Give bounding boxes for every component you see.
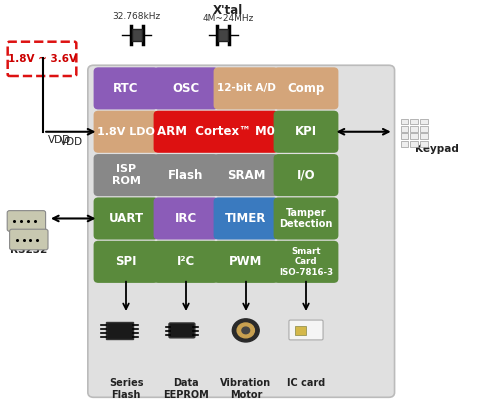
Text: SPI: SPI xyxy=(115,255,137,268)
FancyBboxPatch shape xyxy=(94,111,158,153)
FancyBboxPatch shape xyxy=(214,67,278,109)
Text: VDD: VDD xyxy=(48,135,71,145)
FancyBboxPatch shape xyxy=(218,29,228,41)
Text: 1.8V ~ 3.6V: 1.8V ~ 3.6V xyxy=(8,54,76,64)
FancyBboxPatch shape xyxy=(94,67,158,109)
FancyBboxPatch shape xyxy=(132,29,142,41)
FancyBboxPatch shape xyxy=(289,320,323,340)
FancyBboxPatch shape xyxy=(410,126,418,132)
FancyBboxPatch shape xyxy=(7,211,46,231)
Text: IC card: IC card xyxy=(287,378,325,388)
FancyBboxPatch shape xyxy=(106,322,133,339)
FancyBboxPatch shape xyxy=(94,197,158,240)
Text: Tamper
Detection: Tamper Detection xyxy=(279,208,333,229)
FancyBboxPatch shape xyxy=(420,119,428,124)
Text: IRC: IRC xyxy=(175,212,197,225)
FancyBboxPatch shape xyxy=(410,141,418,147)
FancyBboxPatch shape xyxy=(214,197,278,240)
FancyBboxPatch shape xyxy=(410,119,418,124)
FancyBboxPatch shape xyxy=(401,119,408,124)
FancyBboxPatch shape xyxy=(154,241,218,283)
FancyBboxPatch shape xyxy=(94,154,158,196)
FancyBboxPatch shape xyxy=(169,323,195,338)
Text: PWM: PWM xyxy=(229,255,263,268)
FancyBboxPatch shape xyxy=(420,141,428,147)
Text: X'tal: X'tal xyxy=(213,4,243,17)
FancyBboxPatch shape xyxy=(401,133,408,139)
FancyBboxPatch shape xyxy=(154,154,218,196)
FancyBboxPatch shape xyxy=(94,241,158,283)
FancyBboxPatch shape xyxy=(214,154,278,196)
FancyBboxPatch shape xyxy=(88,65,395,397)
Text: 32.768kHz: 32.768kHz xyxy=(113,12,161,21)
FancyBboxPatch shape xyxy=(274,197,338,240)
FancyBboxPatch shape xyxy=(214,241,278,283)
FancyBboxPatch shape xyxy=(154,67,218,109)
Text: OSC: OSC xyxy=(172,82,200,95)
FancyBboxPatch shape xyxy=(274,111,338,153)
Text: I/O: I/O xyxy=(297,169,315,182)
Text: RS232: RS232 xyxy=(10,245,48,255)
FancyBboxPatch shape xyxy=(420,133,428,139)
Circle shape xyxy=(232,319,259,342)
FancyBboxPatch shape xyxy=(274,241,338,283)
FancyBboxPatch shape xyxy=(401,126,408,132)
Text: 1.8V LDO: 1.8V LDO xyxy=(97,127,155,137)
Text: ISP
ROM: ISP ROM xyxy=(111,164,141,186)
Text: Smart
Card
ISO-7816-3: Smart Card ISO-7816-3 xyxy=(279,247,333,277)
Text: Flash: Flash xyxy=(168,169,204,182)
Text: Vibration
Motor: Vibration Motor xyxy=(220,378,272,400)
Text: I²C: I²C xyxy=(177,255,195,268)
FancyBboxPatch shape xyxy=(8,42,76,76)
Text: 12-bit A/D: 12-bit A/D xyxy=(216,83,276,93)
Text: KPI: KPI xyxy=(295,125,317,138)
Text: 4M~24MHz: 4M~24MHz xyxy=(202,14,254,23)
FancyBboxPatch shape xyxy=(401,141,408,147)
FancyBboxPatch shape xyxy=(274,154,338,196)
Text: Keypad: Keypad xyxy=(415,144,459,154)
Text: TIMER: TIMER xyxy=(225,212,267,225)
Text: UART: UART xyxy=(108,212,144,225)
Text: RTC: RTC xyxy=(113,82,139,95)
FancyBboxPatch shape xyxy=(154,111,278,153)
FancyBboxPatch shape xyxy=(295,326,306,335)
FancyBboxPatch shape xyxy=(154,197,218,240)
FancyBboxPatch shape xyxy=(10,229,48,250)
Text: Comp: Comp xyxy=(288,82,324,95)
Circle shape xyxy=(237,323,254,338)
FancyBboxPatch shape xyxy=(274,67,338,109)
Text: SRAM: SRAM xyxy=(227,169,265,182)
Text: ARM  Cortex™ M0: ARM Cortex™ M0 xyxy=(157,125,275,138)
Text: VDD: VDD xyxy=(60,138,83,147)
Text: Data
EEPROM: Data EEPROM xyxy=(163,378,209,400)
Circle shape xyxy=(242,327,250,334)
Text: Series
Flash: Series Flash xyxy=(109,378,143,400)
FancyBboxPatch shape xyxy=(420,126,428,132)
FancyBboxPatch shape xyxy=(410,133,418,139)
